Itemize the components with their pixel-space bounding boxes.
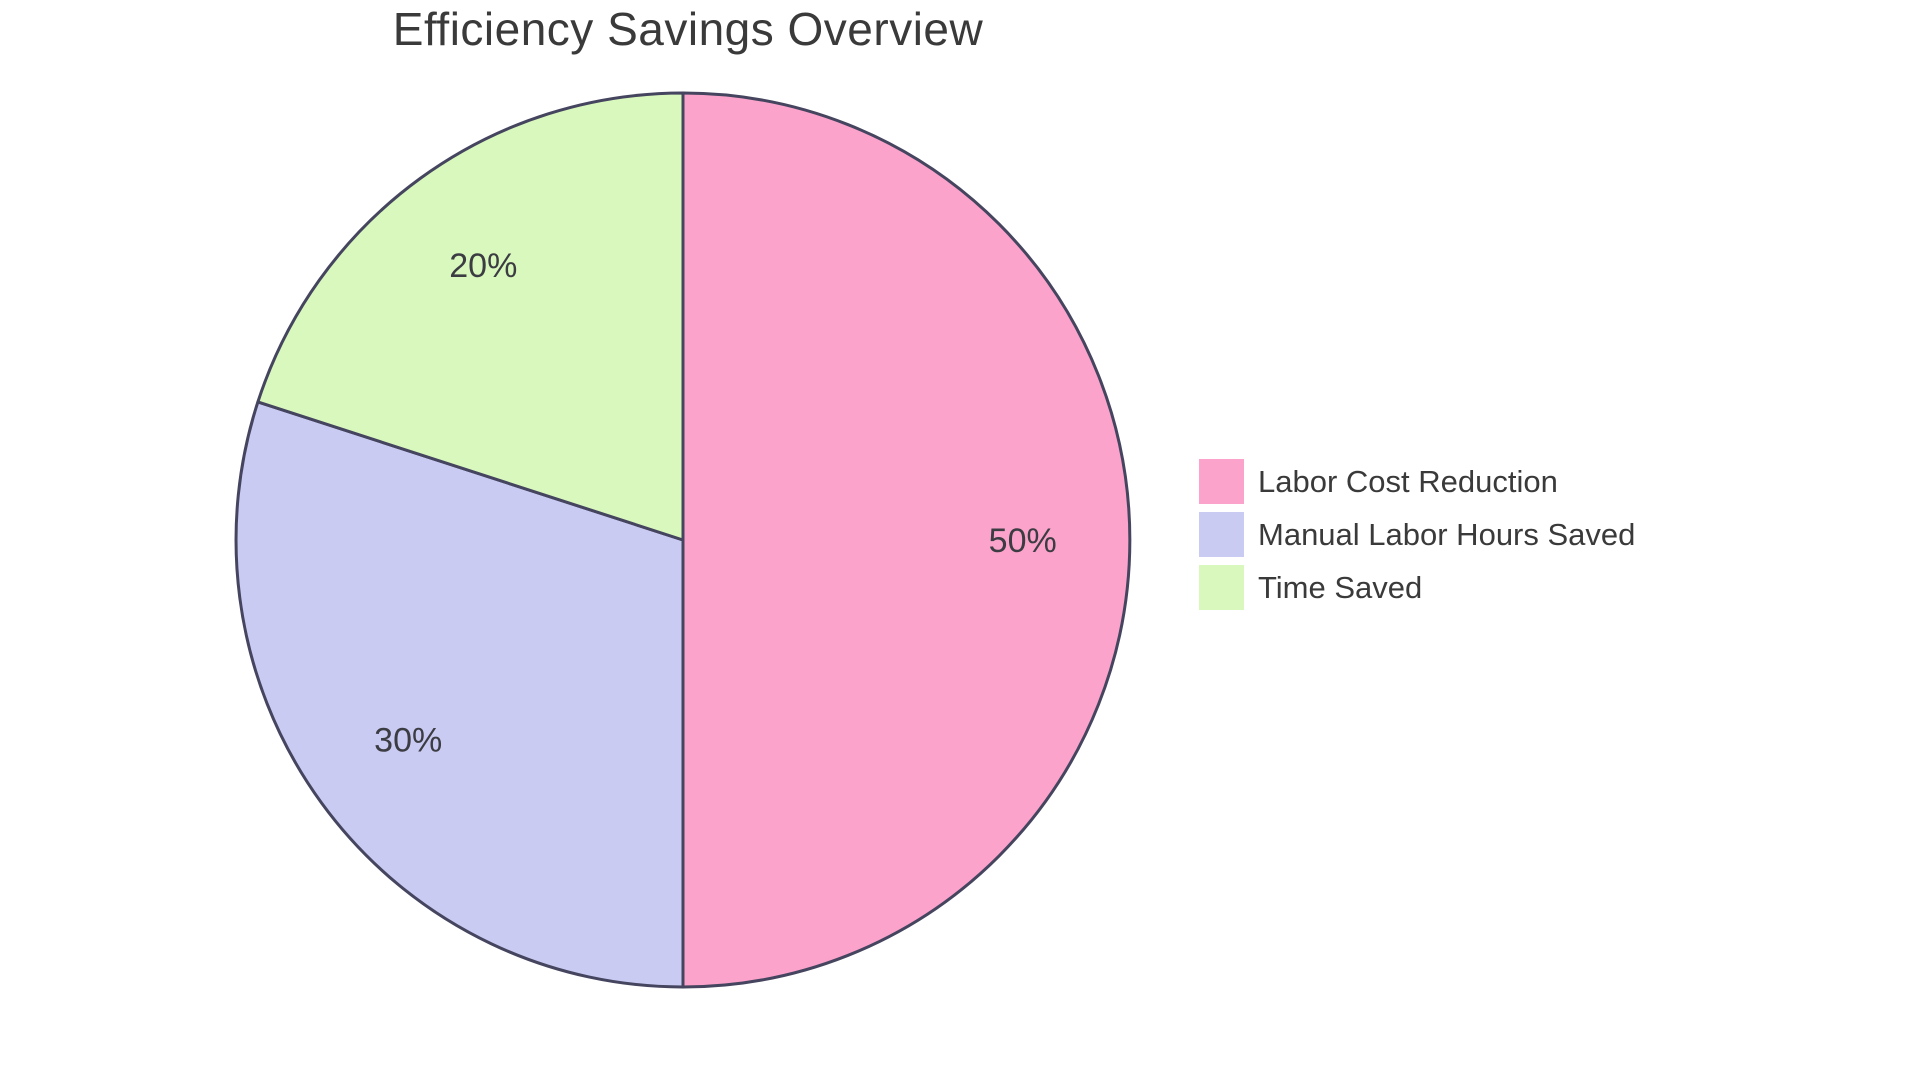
legend-label: Time Saved: [1258, 569, 1423, 605]
pie-slice-time-saved: [256, 91, 685, 542]
legend-label: Labor Cost Reduction: [1258, 463, 1558, 499]
legend-item-time-saved: Time Saved: [1199, 565, 1635, 610]
slice-label-time-saved: 20%: [449, 247, 517, 285]
legend-item-manual-labor-hours-saved: Manual Labor Hours Saved: [1199, 512, 1635, 557]
slice-label-manual-labor-hours-saved: 30%: [374, 722, 442, 760]
legend-label: Manual Labor Hours Saved: [1258, 516, 1636, 552]
legend-item-labor-cost-reduction: Labor Cost Reduction: [1199, 459, 1635, 504]
legend-swatch-labor-cost-reduction: [1199, 459, 1244, 504]
legend-swatch-manual-labor-hours-saved: [1199, 512, 1244, 557]
pie-slice-labor-cost-reduction: [681, 91, 1132, 989]
pie-slice-manual-labor-hours-saved: [234, 400, 685, 989]
legend-swatch-time-saved: [1199, 565, 1244, 610]
legend: Labor Cost Reduction Manual Labor Hours S…: [1199, 459, 1635, 610]
chart-title: Efficiency Savings Overview: [392, 3, 984, 55]
slice-label-labor-cost-reduction: 50%: [989, 522, 1057, 560]
